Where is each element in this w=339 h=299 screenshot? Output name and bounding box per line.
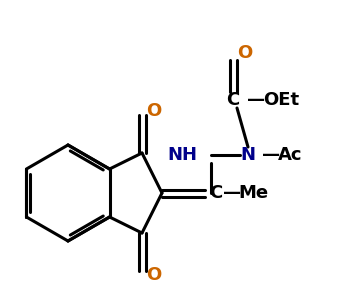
Text: —: — — [262, 146, 280, 164]
Text: —: — — [223, 184, 241, 202]
Text: O: O — [146, 266, 162, 284]
Text: C: C — [226, 91, 240, 109]
Text: O: O — [146, 102, 162, 120]
Text: OEt: OEt — [263, 91, 299, 109]
Text: NH: NH — [167, 146, 197, 164]
Text: —: — — [247, 91, 265, 109]
Text: C: C — [209, 184, 222, 202]
Text: N: N — [240, 146, 256, 164]
Text: O: O — [237, 44, 253, 62]
Text: Ac: Ac — [278, 146, 302, 164]
Text: Me: Me — [238, 184, 268, 202]
